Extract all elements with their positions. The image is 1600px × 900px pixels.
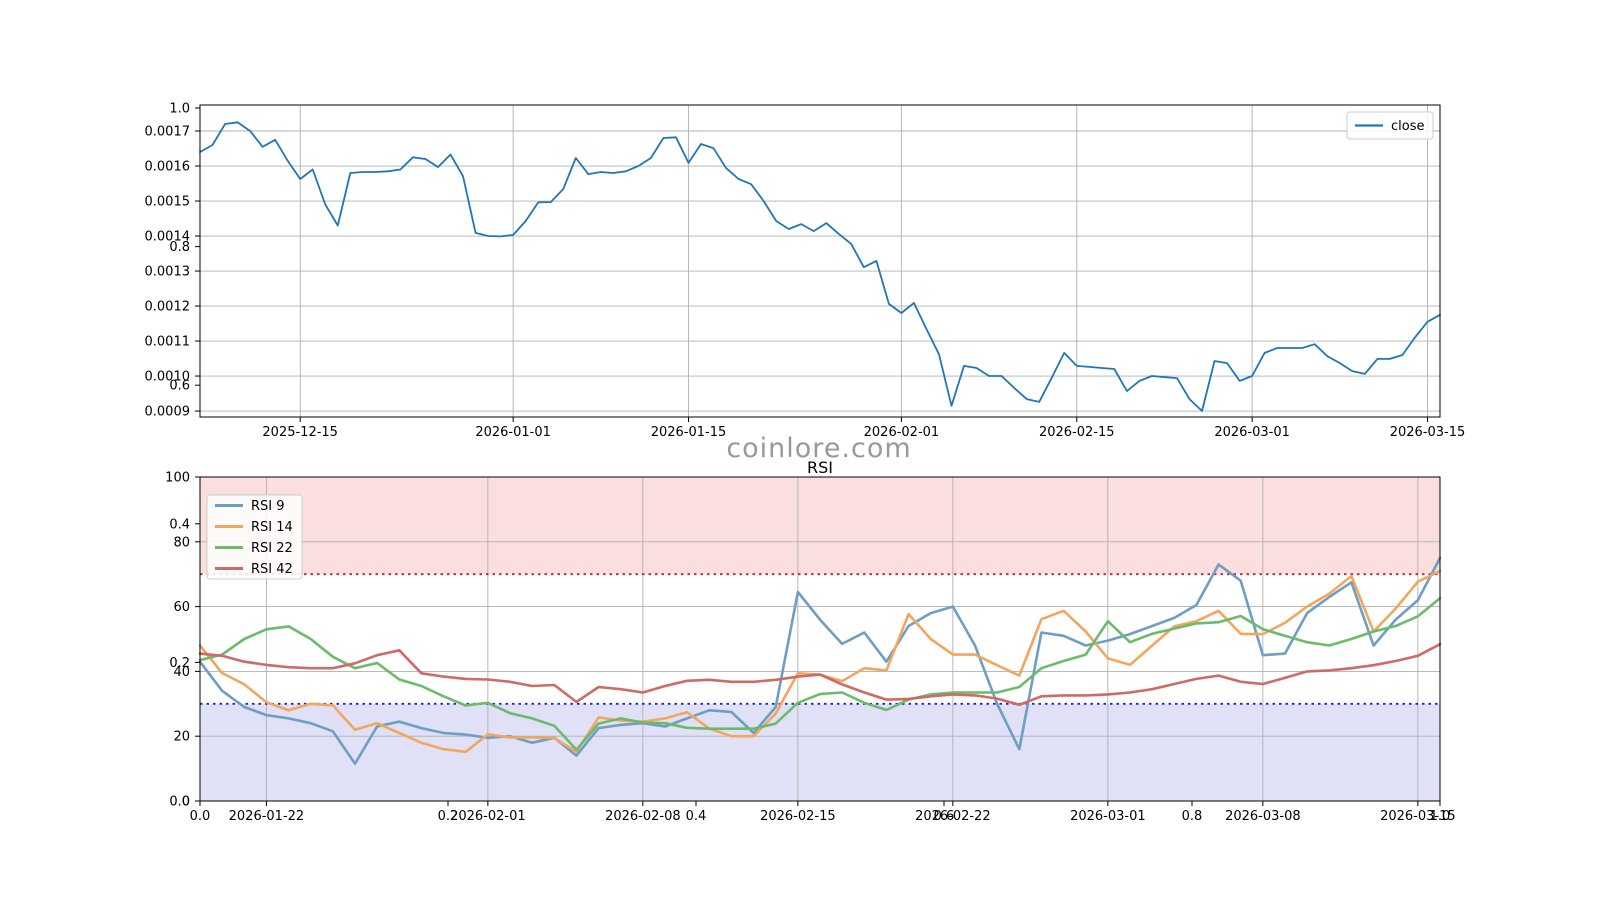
y-tick-label: 80 [173,535,190,550]
legend-label: close [1391,119,1424,134]
overlay-x-tick-label: 1.0 [1430,809,1451,824]
close-line [199,121,1441,412]
legend-label: RSI 9 [251,499,285,514]
x-tick-label: 2026-03-15 [1380,809,1456,824]
rsi42-line [198,642,1442,707]
y-tick-label: 0.0017 [145,125,191,140]
rsi9-line [198,556,1442,766]
price-panel [195,104,1441,422]
x-tick-label: 2026-03-15 [1390,425,1466,440]
legend-label: RSI 22 [251,541,293,556]
overlay-x-tick-label: 0.2 [438,809,459,824]
y-tick-label: 20 [173,730,190,745]
overlay-y-tick-label: 0.4 [169,517,190,532]
overlay-x-tick-label: 0.0 [190,809,211,824]
axes-frame [199,104,1441,418]
y-tick-label: 0 [182,795,190,810]
y-tick-label: 0.0013 [145,265,191,280]
x-tick-label: 2026-01-22 [229,809,305,824]
y-tick-label: 40 [173,665,190,680]
y-tick-label: 60 [173,600,190,615]
overlay-y-tick-label: 0.8 [169,240,190,255]
overlay-x-tick-label: 0.4 [686,809,707,824]
legend-box [206,494,303,580]
x-tick-label: 2026-01-15 [651,425,727,440]
overlay-y-tick-label: 1.0 [169,102,190,117]
x-tick-label: 2026-02-15 [760,809,836,824]
rsi-panel [195,476,1442,806]
x-tick-label: 2026-02-22 [915,809,991,824]
axes-frame [199,476,1441,802]
x-tick-label: 2026-01-01 [475,425,551,440]
overlay-x-tick-label: 0.6 [934,809,955,824]
x-tick-label: 2026-03-08 [1225,809,1301,824]
y-tick-label: 0.0010 [145,370,191,385]
legend-label: RSI 42 [251,562,293,577]
legend-box [1346,111,1434,140]
overlay-y-tick-label: 0.2 [169,656,190,671]
x-tick-label: 2026-02-08 [605,809,681,824]
overlay-axis [195,107,1441,806]
oversold-band [200,703,1440,801]
y-tick-label: 0.0009 [145,405,191,420]
y-tick-label: 0.0015 [145,195,191,210]
y-tick-label: 0.0014 [145,230,191,245]
rsi22-line [198,596,1442,752]
y-tick-label: 100 [165,471,190,486]
x-tick-label: 2026-02-01 [864,425,940,440]
x-tick-label: 2026-02-15 [1039,425,1115,440]
overlay-x-tick-label: 0.8 [1182,809,1203,824]
watermark: coinlore.com [726,433,912,464]
rsi-chart-title: RSI [807,458,833,477]
x-tick-label: 2026-02-01 [450,809,526,824]
overlay-y-tick-label: 0.0 [169,795,190,810]
y-tick-label: 0.0012 [145,300,191,315]
y-tick-label: 0.0011 [145,335,191,350]
legend-label: RSI 14 [251,520,293,535]
x-tick-label: 2026-03-01 [1070,809,1146,824]
x-tick-label: 2026-03-01 [1214,425,1290,440]
overlay-y-tick-label: 0.6 [169,379,190,394]
x-tick-label: 2025-12-15 [262,425,338,440]
y-tick-label: 0.0016 [145,160,191,175]
overbought-band [200,477,1440,575]
